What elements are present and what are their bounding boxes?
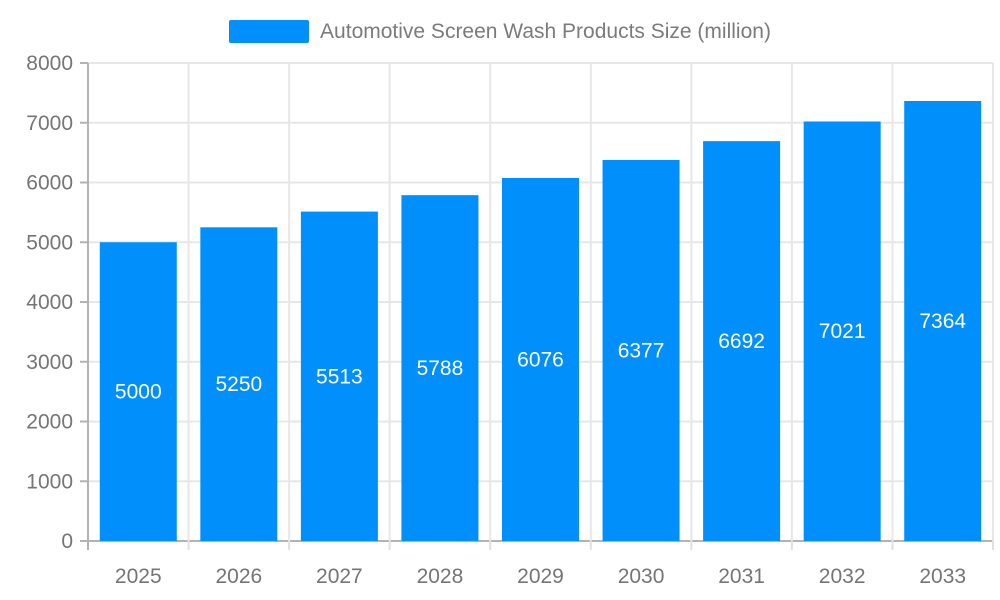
bar-2027[interactable] xyxy=(300,211,378,541)
y-axis-label: 8000 xyxy=(26,52,73,75)
x-axis-label: 2030 xyxy=(618,565,665,588)
bar-value-label: 7021 xyxy=(819,320,866,343)
y-axis-label: 1000 xyxy=(26,470,73,493)
bar-2031[interactable] xyxy=(703,141,781,541)
x-axis-label: 2031 xyxy=(718,565,765,588)
bar-value-label: 6377 xyxy=(618,339,665,362)
bar-value-label: 7364 xyxy=(919,310,966,333)
y-axis-label: 2000 xyxy=(26,411,73,434)
bar-value-label: 6076 xyxy=(517,348,564,371)
bar-value-label: 6692 xyxy=(718,330,765,353)
x-axis-label: 2025 xyxy=(115,565,162,588)
x-axis-label: 2027 xyxy=(316,565,363,588)
x-axis-label: 2029 xyxy=(517,565,564,588)
bar-2028[interactable] xyxy=(401,195,479,542)
y-axis-label: 3000 xyxy=(26,351,73,374)
bar-2032[interactable] xyxy=(803,121,881,542)
x-axis-label: 2032 xyxy=(819,565,866,588)
y-axis-label: 5000 xyxy=(26,231,73,254)
x-axis-label: 2028 xyxy=(417,565,464,588)
y-axis-label: 0 xyxy=(61,530,73,553)
legend[interactable]: Automotive Screen Wash Products Size (mi… xyxy=(0,20,1000,43)
bar-2025[interactable] xyxy=(99,242,177,541)
x-axis-label: 2033 xyxy=(919,565,966,588)
y-axis-label: 6000 xyxy=(26,172,73,195)
bar-2033[interactable] xyxy=(904,101,982,541)
bar-2029[interactable] xyxy=(502,177,579,542)
bar-value-label: 5788 xyxy=(417,357,464,380)
legend-swatch[interactable] xyxy=(229,20,310,43)
x-axis-label: 2026 xyxy=(215,565,262,588)
legend-label[interactable]: Automotive Screen Wash Products Size (mi… xyxy=(320,20,771,43)
bar-2030[interactable] xyxy=(602,159,680,541)
y-axis-label: 7000 xyxy=(26,112,73,135)
bar-value-label: 5250 xyxy=(215,373,262,396)
bar-2026[interactable] xyxy=(200,227,278,541)
bar-value-label: 5513 xyxy=(316,365,363,388)
bar-value-label: 5000 xyxy=(115,381,162,404)
y-axis-label: 4000 xyxy=(26,291,73,314)
